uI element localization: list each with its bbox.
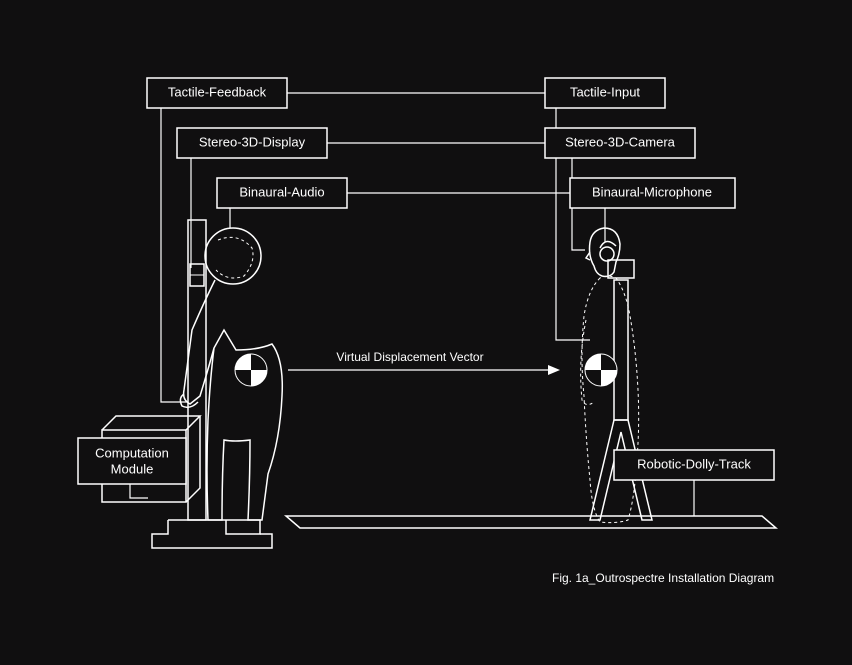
svg-text:Tactile-Input: Tactile-Input	[570, 84, 640, 99]
right-figure-head	[586, 228, 620, 277]
svg-text:Module: Module	[111, 461, 154, 476]
right-stand	[590, 260, 652, 520]
displacement-arrow	[288, 365, 560, 375]
svg-text:Stereo-3D-Camera: Stereo-3D-Camera	[565, 134, 676, 149]
svg-text:Stereo-3D-Display: Stereo-3D-Display	[199, 134, 306, 149]
drop-computation	[130, 484, 148, 498]
svg-text:Tactile-Feedback: Tactile-Feedback	[168, 84, 267, 99]
displacement-label: Virtual Displacement Vector	[336, 350, 483, 364]
label-binaural-audio: Binaural-Audio	[217, 178, 347, 208]
label-tactile-feedback: Tactile-Feedback	[147, 78, 287, 108]
label-stereo-display: Stereo-3D-Display	[177, 128, 327, 158]
svg-text:Robotic-Dolly-Track: Robotic-Dolly-Track	[637, 456, 751, 471]
left-target-marker	[235, 354, 267, 386]
label-dolly-track: Robotic-Dolly-Track	[614, 450, 774, 480]
svg-text:Computation: Computation	[95, 445, 169, 460]
dolly-track	[286, 516, 776, 528]
label-stereo-camera: Stereo-3D-Camera	[545, 128, 695, 158]
svg-text:Binaural-Microphone: Binaural-Microphone	[592, 184, 712, 199]
right-target-marker	[585, 354, 617, 386]
svg-text:Binaural-Audio: Binaural-Audio	[239, 184, 324, 199]
label-binaural-mic: Binaural-Microphone	[570, 178, 735, 208]
label-tactile-input: Tactile-Input	[545, 78, 665, 108]
label-computation-module: Computation Module	[78, 438, 186, 484]
figure-caption: Fig. 1a_Outrospectre Installation Diagra…	[552, 571, 774, 585]
right-figure-ghost	[581, 276, 639, 523]
